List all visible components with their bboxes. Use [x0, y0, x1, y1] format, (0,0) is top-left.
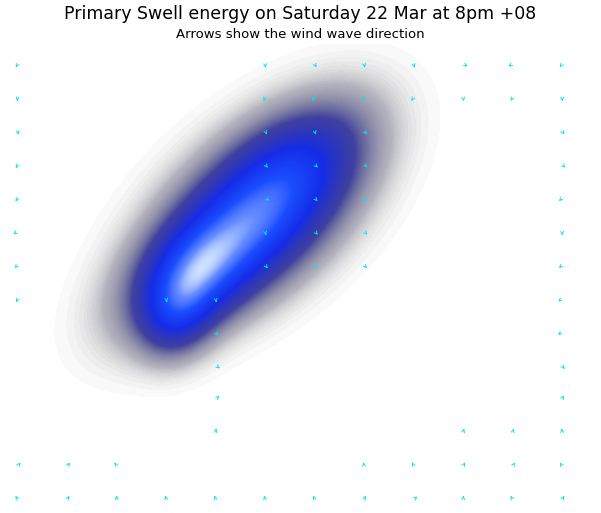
Text: Primary Swell energy on Saturday 22 Mar at 8pm +08: Primary Swell energy on Saturday 22 Mar … — [64, 5, 537, 23]
Text: Arrows show the wind wave direction: Arrows show the wind wave direction — [176, 28, 425, 41]
